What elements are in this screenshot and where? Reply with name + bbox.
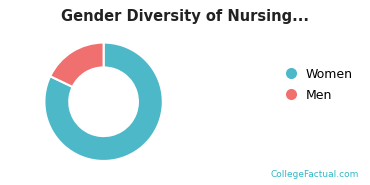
Wedge shape xyxy=(50,43,104,87)
Text: CollegeFactual.com: CollegeFactual.com xyxy=(270,170,359,179)
Text: 82.1%: 82.1% xyxy=(94,119,128,129)
Text: Gender Diversity of Nursing...: Gender Diversity of Nursing... xyxy=(61,9,309,24)
Legend: Women, Men: Women, Men xyxy=(282,65,356,106)
Wedge shape xyxy=(44,43,163,161)
